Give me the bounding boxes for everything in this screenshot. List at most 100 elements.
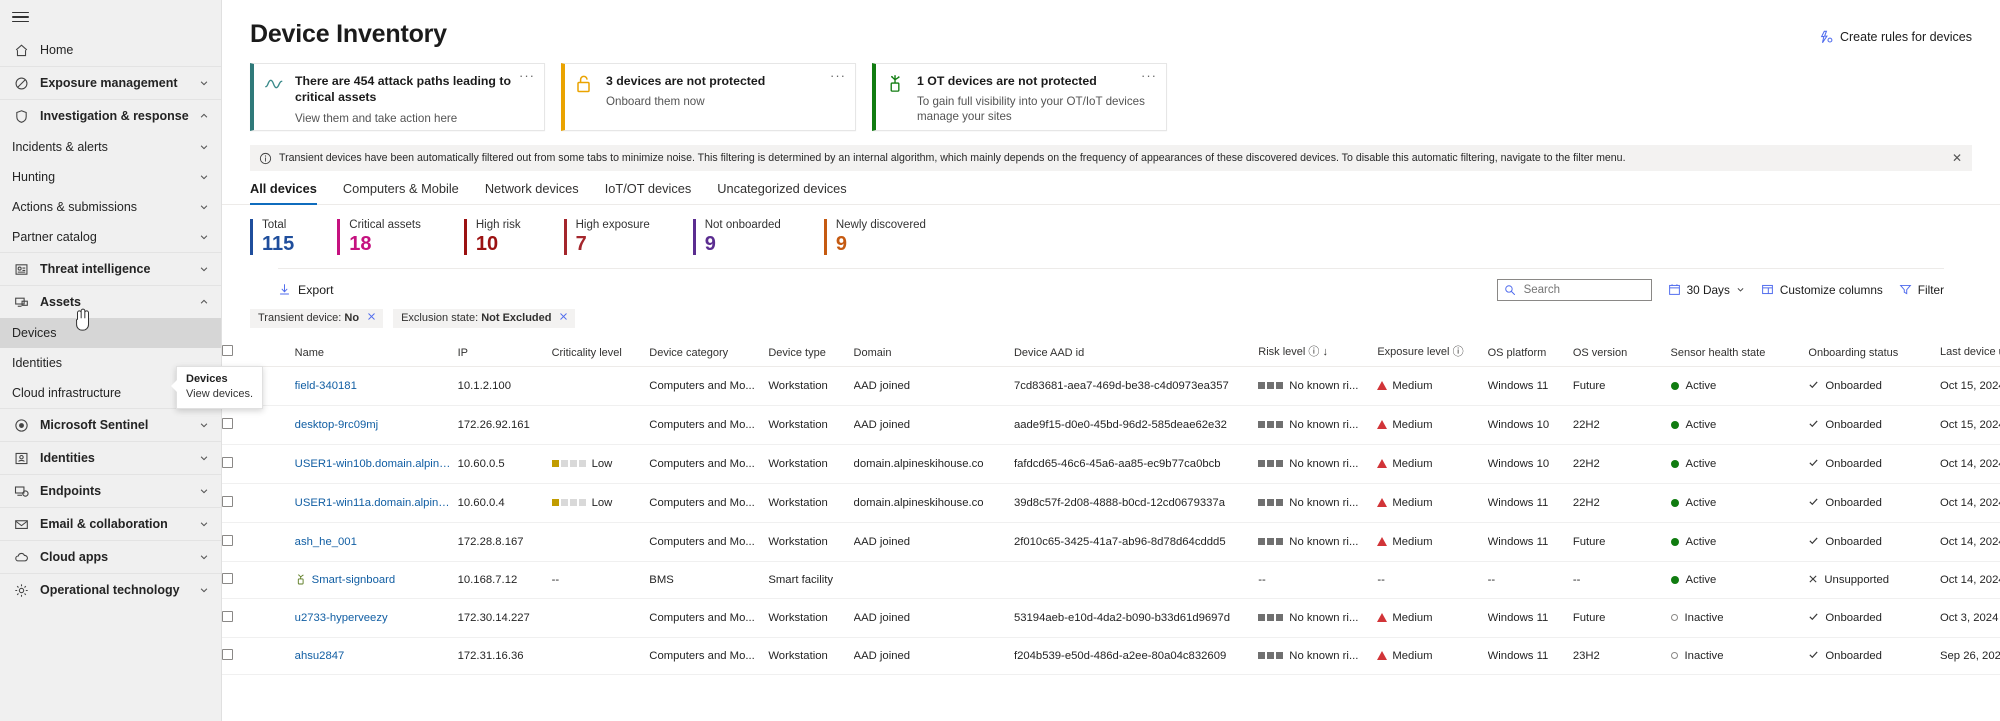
cell-name[interactable]: ahsu2847 — [294, 637, 458, 675]
row-select-cell[interactable] — [222, 522, 295, 562]
table-row[interactable]: USER1-win11a.domain.alpineski... 10.60.0… — [222, 483, 2000, 523]
row-select-cell[interactable] — [222, 561, 295, 599]
column-header-name[interactable]: Name — [294, 336, 458, 367]
sort-descending-icon[interactable]: ↓ — [1322, 345, 1328, 358]
device-name-link[interactable]: field-340181 — [294, 379, 357, 392]
row-checkbox[interactable] — [222, 534, 233, 546]
pill-remove-icon[interactable] — [559, 312, 568, 324]
chevron-up-icon[interactable] — [197, 111, 211, 121]
device-name-link[interactable]: u2733-hyperveezy — [294, 611, 388, 624]
insight-card-1[interactable]: 3 devices are not protected Onboard them… — [561, 63, 856, 131]
chevron-up-icon[interactable] — [197, 297, 211, 307]
tab-iot-ot-devices[interactable]: IoT/OT devices — [604, 181, 692, 196]
device-name-link[interactable]: ahsu2847 — [294, 649, 345, 662]
column-header-os-version[interactable]: OS version — [1572, 336, 1671, 367]
row-checkbox[interactable] — [222, 456, 233, 468]
column-header-exposure-level[interactable]: Exposure level ⓘ — [1377, 336, 1488, 367]
row-select-cell[interactable] — [222, 598, 295, 638]
row-checkbox[interactable] — [222, 417, 233, 429]
row-checkbox[interactable] — [222, 610, 233, 622]
cell-name[interactable]: desktop-9rc09mj — [294, 405, 458, 445]
insight-card-0[interactable]: There are 454 attack paths leading to cr… — [250, 63, 545, 131]
search-box[interactable] — [1496, 278, 1652, 301]
card-overflow-menu-icon[interactable]: ··· — [1141, 68, 1157, 83]
chevron-down-icon[interactable] — [197, 202, 211, 212]
tab-uncategorized-devices[interactable]: Uncategorized devices — [717, 181, 847, 196]
column-header-device-aad-id[interactable]: Device AAD id — [1013, 336, 1259, 367]
cell-name[interactable]: Smart-signboard — [294, 561, 458, 599]
sidebar-item-cloud-apps[interactable]: Cloud apps — [0, 541, 221, 573]
sidebar-item-identities[interactable]: Identities — [0, 442, 221, 474]
chevron-down-icon[interactable] — [197, 232, 211, 242]
chevron-down-icon[interactable] — [197, 264, 211, 274]
column-header-criticality-level[interactable]: Criticality level — [551, 336, 650, 367]
info-icon[interactable]: ⓘ — [1308, 345, 1320, 358]
stat-high-exposure[interactable]: High exposure 7 — [563, 219, 650, 255]
card-overflow-menu-icon[interactable]: ··· — [830, 68, 846, 83]
insight-card-2[interactable]: 1 OT devices are not protected To gain f… — [872, 63, 1167, 131]
info-icon[interactable]: ⓘ — [1452, 345, 1464, 358]
row-select-cell[interactable] — [222, 483, 295, 523]
select-all-checkbox[interactable] — [222, 344, 233, 356]
table-row[interactable]: ahsu2847 172.31.16.36 Computers and Mo..… — [222, 637, 2000, 675]
create-rules-for-devices-button[interactable]: Create rules for devices — [1819, 30, 1972, 44]
sidebar-item-assets[interactable]: Assets — [0, 286, 221, 318]
sidebar-item-operational-technology[interactable]: Operational technology — [0, 574, 221, 606]
device-name-link[interactable]: ash_he_001 — [294, 535, 357, 548]
export-button[interactable]: Export — [278, 283, 334, 297]
chevron-down-icon[interactable] — [197, 486, 211, 496]
sidebar-item-partner-catalog[interactable]: Partner catalog — [0, 222, 221, 252]
cell-name[interactable]: field-340181 — [294, 366, 458, 406]
chevron-down-icon[interactable] — [197, 78, 211, 88]
device-name-link[interactable]: USER1-win10b.domain.alpinesk... — [294, 457, 452, 470]
cell-name[interactable]: u2733-hyperveezy — [294, 598, 458, 638]
column-header-sensor-health-state[interactable]: Sensor health state — [1670, 336, 1809, 367]
row-checkbox[interactable] — [222, 572, 233, 584]
sidebar-item-home[interactable]: Home — [0, 34, 221, 66]
column-header-risk-level[interactable]: Risk level ⓘ ↓ — [1258, 336, 1378, 367]
table-row[interactable]: desktop-9rc09mj 172.26.92.161 Computers … — [222, 405, 2000, 445]
stat-critical-assets[interactable]: Critical assets 18 — [337, 219, 421, 255]
sidebar-item-identities[interactable]: Identities — [0, 348, 221, 378]
sidebar-item-cloud-infrastructure[interactable]: Cloud infrastructure — [0, 378, 221, 408]
cell-name[interactable]: USER1-win10b.domain.alpinesk... — [294, 444, 458, 484]
sidebar-item-threat-intelligence[interactable]: Threat intelligence — [0, 253, 221, 285]
table-row[interactable]: USER1-win10b.domain.alpinesk... 10.60.0.… — [222, 444, 2000, 484]
table-row[interactable]: u2733-hyperveezy 172.30.14.227 Computers… — [222, 598, 2000, 638]
column-header-ip[interactable]: IP — [457, 336, 552, 367]
filter-button[interactable]: Filter — [1899, 283, 1944, 297]
cell-name[interactable]: USER1-win11a.domain.alpineski... — [294, 483, 458, 523]
stat-high-risk[interactable]: High risk 10 — [463, 219, 521, 255]
chevron-down-icon[interactable] — [197, 453, 211, 463]
table-row[interactable]: Smart-signboard 10.168.7.12 -- BMS Smart… — [222, 561, 2000, 599]
stat-total[interactable]: Total 115 — [250, 219, 294, 255]
device-name-link[interactable]: desktop-9rc09mj — [294, 418, 379, 431]
row-select-cell[interactable] — [222, 444, 295, 484]
stat-not-onboarded[interactable]: Not onboarded 9 — [692, 219, 781, 255]
row-checkbox[interactable] — [222, 495, 233, 507]
date-range-picker[interactable]: 30 Days — [1668, 283, 1745, 297]
sidebar-item-microsoft-sentinel[interactable]: Microsoft Sentinel — [0, 409, 221, 441]
chevron-down-icon[interactable] — [197, 172, 211, 182]
column-header-device-category[interactable]: Device category — [649, 336, 769, 367]
customize-columns-button[interactable]: Customize columns — [1761, 283, 1883, 297]
tab-all-devices[interactable]: All devices — [250, 181, 317, 205]
chevron-down-icon[interactable] — [197, 420, 211, 430]
search-input[interactable] — [1521, 282, 1645, 297]
row-select-cell[interactable] — [222, 637, 295, 675]
cell-name[interactable]: ash_he_001 — [294, 522, 458, 562]
row-select-cell[interactable] — [222, 405, 295, 445]
stat-newly-discovered[interactable]: Newly discovered 9 — [823, 219, 926, 255]
card-overflow-menu-icon[interactable]: ··· — [519, 68, 535, 83]
sidebar-item-investigation-response[interactable]: Investigation & response — [0, 100, 221, 132]
sidebar-item-email-collaboration[interactable]: Email & collaboration — [0, 508, 221, 540]
row-checkbox[interactable] — [222, 648, 233, 660]
sidebar-item-actions-submissions[interactable]: Actions & submissions — [0, 192, 221, 222]
chevron-down-icon[interactable] — [197, 519, 211, 529]
sidebar-item-hunting[interactable]: Hunting — [0, 162, 221, 192]
filter-pill-0[interactable]: Transient device: No — [250, 308, 384, 328]
table-row[interactable]: field-340181 10.1.2.100 Computers and Mo… — [222, 366, 2000, 406]
tab-computers-mobile[interactable]: Computers & Mobile — [342, 181, 459, 196]
sidebar-item-devices[interactable]: Devices — [0, 318, 221, 348]
sidebar-item-endpoints[interactable]: Endpoints — [0, 475, 221, 507]
